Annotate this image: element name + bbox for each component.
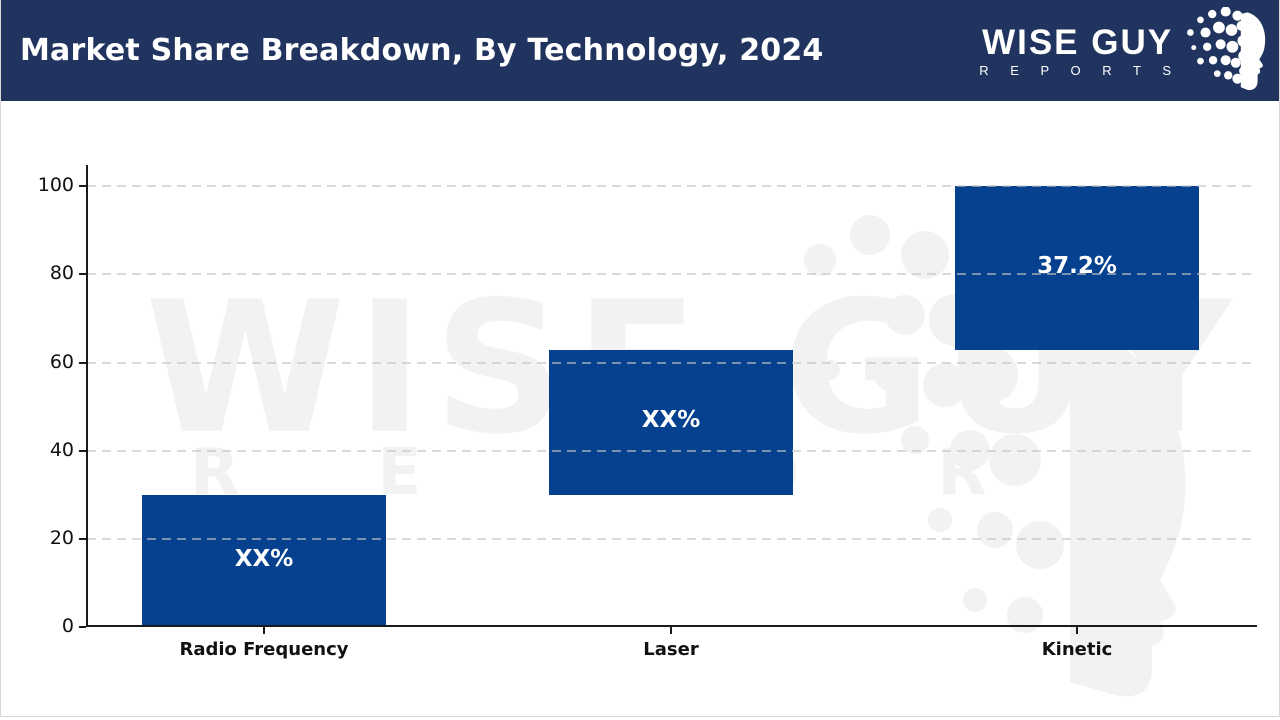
brand-face-icon: [1187, 7, 1266, 91]
bar-value-label-radio-frequency: XX%: [234, 545, 294, 572]
gridline-100: [87, 185, 1257, 188]
gridline-40: [87, 449, 1257, 452]
y-tick-label: 0: [61, 615, 74, 637]
y-tick-label: 100: [37, 174, 74, 197]
x-tick-mark-kinetic: [1076, 627, 1078, 634]
gridline-60: [87, 361, 1257, 364]
brand-logo: WISE GUY R E P O R T S: [975, 7, 1266, 95]
y-tick-mark: [79, 273, 86, 276]
y-axis-line: [86, 165, 88, 627]
bar-kinetic: [955, 186, 1199, 351]
y-tick-mark: [79, 449, 86, 452]
y-tick-label: 80: [49, 262, 74, 285]
y-tick-label: 60: [49, 350, 74, 373]
page-title: Market Share Breakdown, By Technology, 2…: [20, 33, 824, 68]
brand-subtitle: R E P O R T S: [979, 62, 1180, 78]
gridline-80: [87, 273, 1257, 276]
bar-radio-frequency: [142, 494, 386, 627]
y-tick-mark: [79, 361, 86, 364]
x-axis-line: [86, 625, 1257, 627]
gridline-20: [87, 537, 1257, 540]
x-tick-label-radio-frequency: Radio Frequency: [179, 639, 349, 660]
brand-logo-text: WISE GUY R E P O R T S: [975, 22, 1180, 78]
y-tick-mark: [79, 626, 86, 628]
brand-name: WISE GUY: [982, 22, 1174, 62]
x-tick-label-kinetic: Kinetic: [1041, 639, 1113, 660]
watermark-face-icon: [804, 215, 1186, 697]
x-tick-label-laser: Laser: [643, 639, 699, 660]
header-bar: Market Share Breakdown, By Technology, 2…: [0, 0, 1280, 101]
y-tick-label: 20: [49, 526, 74, 549]
y-tick-label: 40: [49, 438, 74, 461]
bar-value-label-kinetic: 37.2%: [1037, 253, 1117, 280]
bar-value-label-laser: XX%: [641, 407, 701, 434]
bar-laser: [549, 350, 793, 495]
x-tick-mark-laser: [670, 627, 672, 634]
y-tick-mark: [79, 537, 86, 540]
x-tick-mark-radio-frequency: [263, 627, 265, 634]
y-tick-mark: [79, 185, 86, 188]
